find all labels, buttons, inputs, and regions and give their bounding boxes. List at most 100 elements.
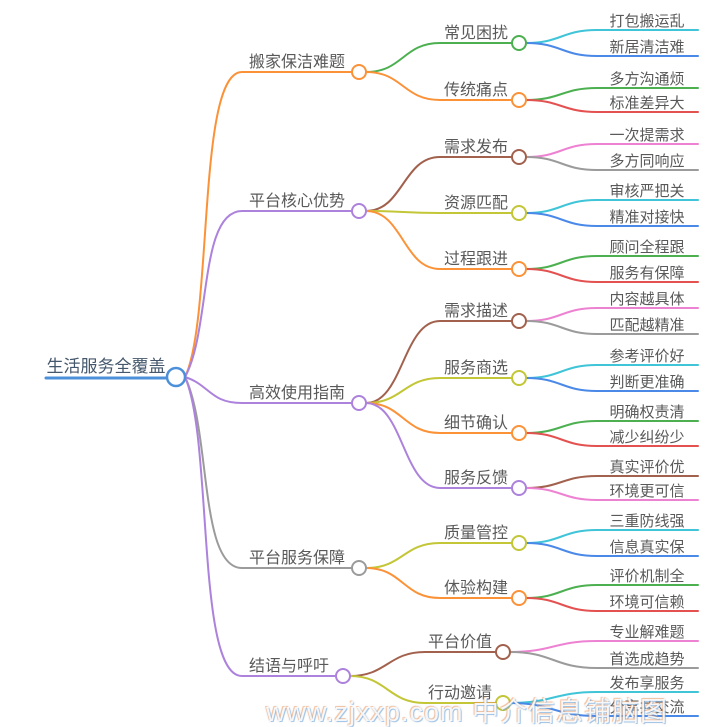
edge-service-feedback [365,402,513,489]
edge-platform-value [349,651,497,677]
leaf-label-good-reviews[interactable]: 参考评价好 [609,348,684,365]
root-node-label[interactable]: 生活服务全覆盖 [47,357,166,376]
branch-label-platform-advantages[interactable]: 平台核心优势 [249,192,345,210]
process-follow-connector-dot[interactable] [511,261,527,277]
edge-demand-publish [365,156,513,212]
leaf-label-clear-responsibility[interactable]: 明确权责清 [609,404,684,421]
platform-value-connector-dot[interactable] [495,644,511,660]
edge-branch-service-guarantee [184,376,353,569]
platform-advantages-connector-dot[interactable] [351,203,367,219]
demand-description-connector-dot[interactable] [511,313,527,329]
leaf-label-more-specific[interactable]: 内容越具体 [609,291,684,308]
edge-quality-control [365,542,513,569]
edge-leaf-packing-chaos [525,29,699,44]
demand-publish-connector-dot[interactable] [511,149,527,165]
node-label-detail-confirmation[interactable]: 细节确认 [444,414,508,432]
node-label-process-follow[interactable]: 过程跟进 [444,250,508,268]
edge-leaf-more-specific [525,307,699,322]
edge-leaf-full-review-mechanism [525,584,699,599]
edge-common-troubles [365,42,513,73]
branch-label-usage-guide[interactable]: 高效使用指南 [249,384,345,402]
edge-leaf-advisor-follow [525,255,699,270]
edge-leaf-new-home-cleaning [525,42,699,57]
edge-resource-match [365,210,513,214]
branch-label-service-guarantee[interactable]: 平台服务保障 [249,549,345,567]
branch-label-moving-cleaning[interactable]: 搬家保洁难题 [249,53,345,71]
edge-leaf-standard-difference [525,99,699,113]
leaf-label-one-request[interactable]: 一次提需求 [609,127,684,144]
leaf-label-packing-chaos[interactable]: 打包搬运乱 [609,13,684,30]
edge-leaf-fewer-disputes [525,432,699,447]
edge-leaf-good-reviews [525,364,699,379]
conclusion-connector-dot[interactable] [335,668,351,684]
edge-leaf-first-choice-trend [509,651,699,669]
leaf-label-fewer-disputes[interactable]: 减少纠纷少 [609,429,684,446]
node-label-platform-value[interactable]: 平台价值 [428,633,492,651]
edge-provider-selection [365,377,513,404]
leaf-label-multiparty-communication[interactable]: 多方沟通烦 [609,71,684,88]
edge-leaf-strict-audit [525,199,699,214]
edge-demand-description [365,320,513,404]
edge-leaf-triple-defense [525,529,699,544]
leaf-label-trustworthy-environment[interactable]: 环境更可信 [609,482,684,500]
leaf-label-service-guaranteed[interactable]: 服务有保障 [609,264,684,282]
leaf-label-share-communicate[interactable]: 分享共交流 [609,698,684,716]
leaf-label-triple-defense[interactable]: 三重防线强 [609,513,684,530]
edge-branch-moving-cleaning [184,71,353,378]
traditional-painpoints-connector-dot[interactable] [511,92,527,108]
edge-branch-platform-advantages [184,210,353,378]
service-guarantee-connector-dot[interactable] [351,560,367,576]
leaf-label-first-choice-trend[interactable]: 首选成趋势 [609,651,684,668]
experience-building-connector-dot[interactable] [511,590,527,606]
edge-leaf-accurate-judgement [525,377,699,392]
leaf-label-new-home-cleaning[interactable]: 新居清洁难 [609,39,684,56]
leaf-label-precise-docking[interactable]: 精准对接快 [609,209,684,226]
root-connector-dot[interactable] [165,366,187,388]
action-invitation-connector-dot[interactable] [495,695,511,711]
node-label-common-troubles[interactable]: 常见困扰 [444,24,508,42]
leaf-label-reliable-environment[interactable]: 环境可信赖 [609,593,684,611]
leaf-label-advisor-follow[interactable]: 顾问全程跟 [609,238,684,256]
quality-control-connector-dot[interactable] [511,535,527,551]
service-feedback-connector-dot[interactable] [511,480,527,496]
node-label-quality-control[interactable]: 质量管控 [444,524,508,542]
node-label-traditional-painpoints[interactable]: 传统痛点 [444,81,508,99]
leaf-label-accurate-judgement[interactable]: 判断更准确 [609,374,684,391]
leaf-label-true-reviews[interactable]: 真实评价优 [609,458,684,476]
provider-selection-connector-dot[interactable] [511,370,527,386]
edge-experience-building [365,567,513,599]
usage-guide-connector-dot[interactable] [351,395,367,411]
leaf-label-professional-solutions[interactable]: 专业解难题 [609,624,684,641]
leaf-label-publish-enjoy-service[interactable]: 发布享服务 [609,675,684,692]
node-label-experience-building[interactable]: 体验构建 [444,579,508,597]
resource-match-connector-dot[interactable] [511,205,527,221]
edge-leaf-precise-docking [525,212,699,227]
moving-cleaning-connector-dot[interactable] [351,64,367,80]
common-troubles-connector-dot[interactable] [511,35,527,51]
edge-leaf-share-communicate [509,702,699,717]
edge-leaf-more-precise [525,320,699,335]
edge-leaf-multi-response [525,156,699,171]
node-label-resource-match[interactable]: 资源匹配 [444,194,508,212]
edge-branch-conclusion [184,376,337,677]
detail-confirmation-connector-dot[interactable] [511,425,527,441]
node-label-provider-selection[interactable]: 服务商选 [444,359,508,377]
node-label-action-invitation[interactable]: 行动邀请 [428,684,492,702]
edge-leaf-service-guaranteed [525,268,699,283]
leaf-label-strict-audit[interactable]: 审核严把关 [609,183,684,200]
branch-label-conclusion[interactable]: 结语与呼吁 [249,657,329,675]
node-label-demand-description[interactable]: 需求描述 [444,302,508,320]
leaf-label-multi-response[interactable]: 多方同响应 [609,152,684,170]
leaf-label-info-authenticity[interactable]: 信息真实保 [609,538,684,556]
edge-leaf-trustworthy-environment [525,487,699,501]
edge-leaf-one-request [525,143,699,158]
edge-traditional-painpoints [365,71,513,101]
node-label-service-feedback[interactable]: 服务反馈 [444,469,508,487]
edge-leaf-professional-solutions [509,640,699,653]
leaf-label-standard-difference[interactable]: 标准差异大 [609,95,684,112]
leaf-label-more-precise[interactable]: 匹配越精准 [609,317,684,334]
leaf-label-full-review-mechanism[interactable]: 评价机制全 [609,567,684,585]
node-label-demand-publish[interactable]: 需求发布 [444,138,508,156]
edge-leaf-reliable-environment [525,597,699,612]
